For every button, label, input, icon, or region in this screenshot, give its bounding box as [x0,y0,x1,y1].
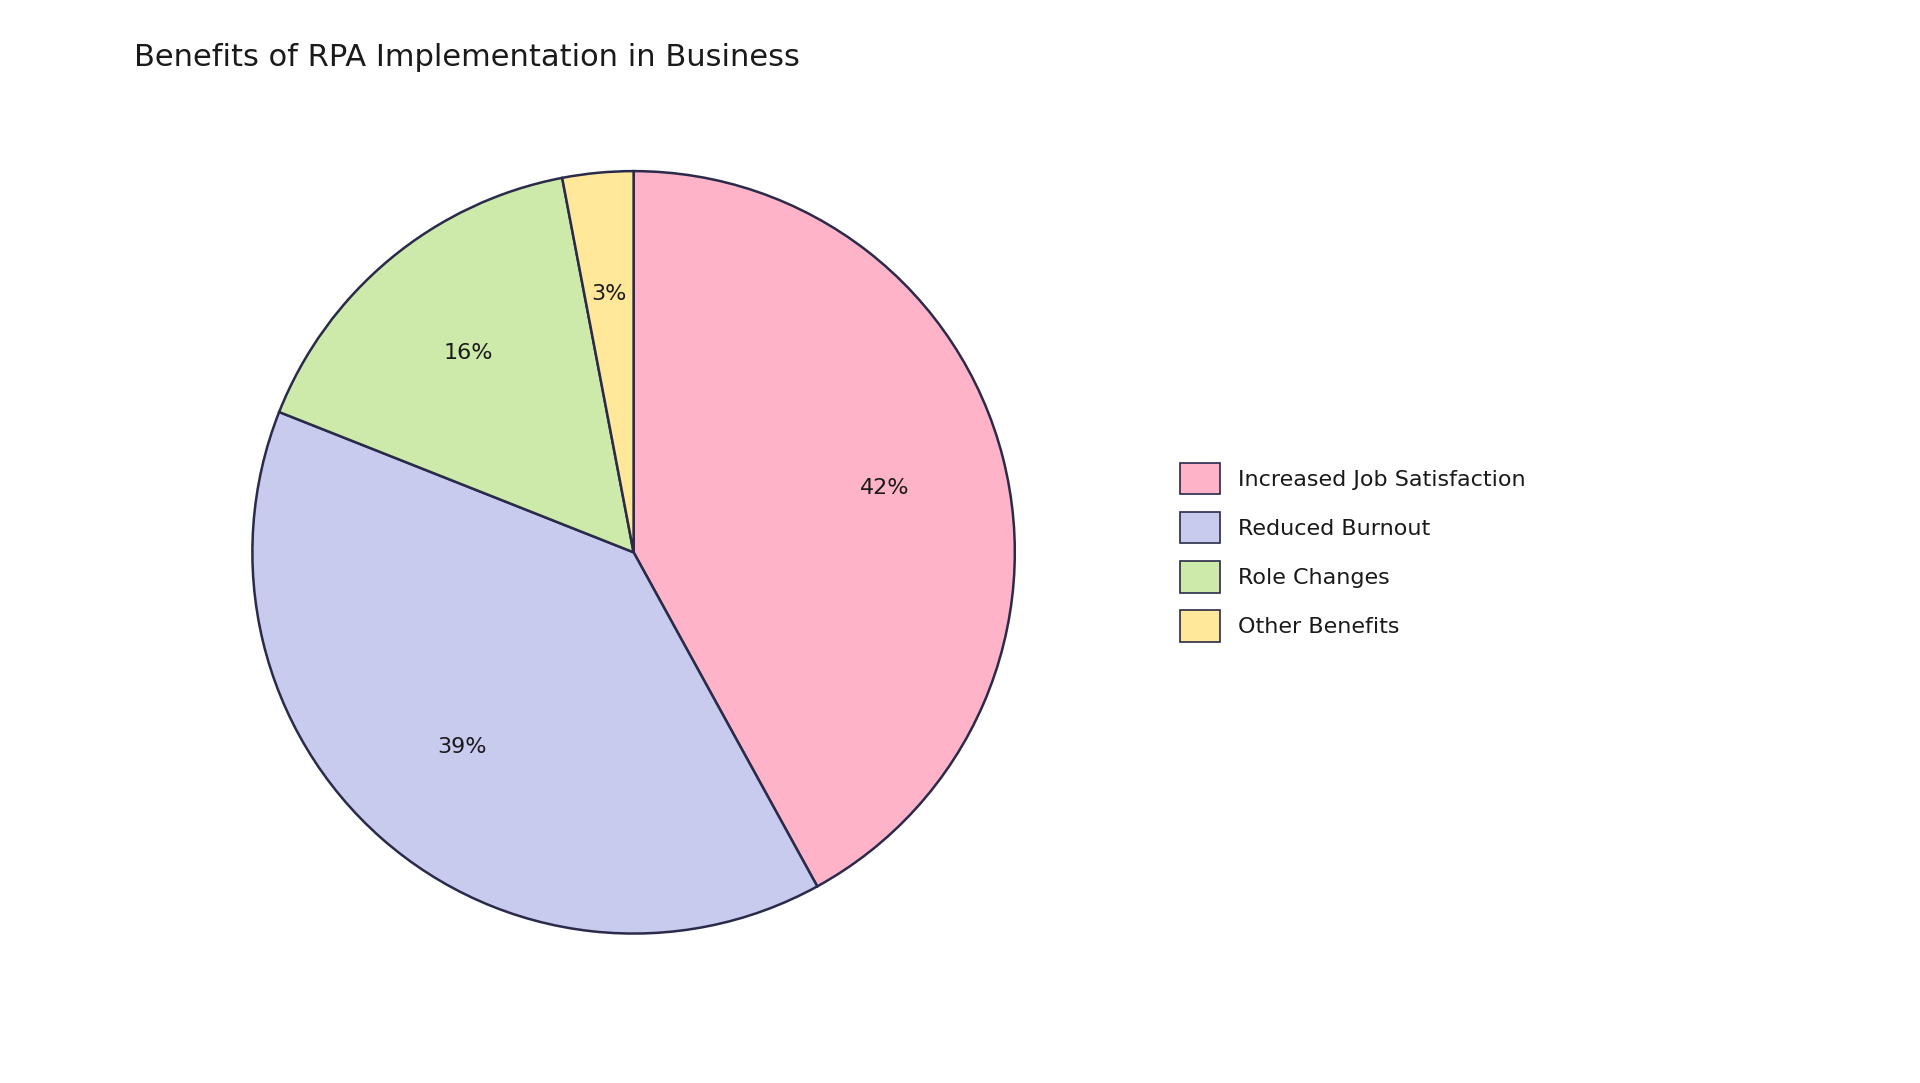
Legend: Increased Job Satisfaction, Reduced Burnout, Role Changes, Other Benefits: Increased Job Satisfaction, Reduced Burn… [1169,452,1536,653]
Wedge shape [252,412,818,934]
Wedge shape [563,171,634,552]
Wedge shape [278,178,634,552]
Text: 3%: 3% [591,284,628,304]
Text: Benefits of RPA Implementation in Business: Benefits of RPA Implementation in Busine… [134,43,801,73]
Text: 39%: 39% [438,736,488,757]
Text: 42%: 42% [860,478,910,498]
Text: 16%: 16% [444,342,493,363]
Wedge shape [634,171,1016,886]
